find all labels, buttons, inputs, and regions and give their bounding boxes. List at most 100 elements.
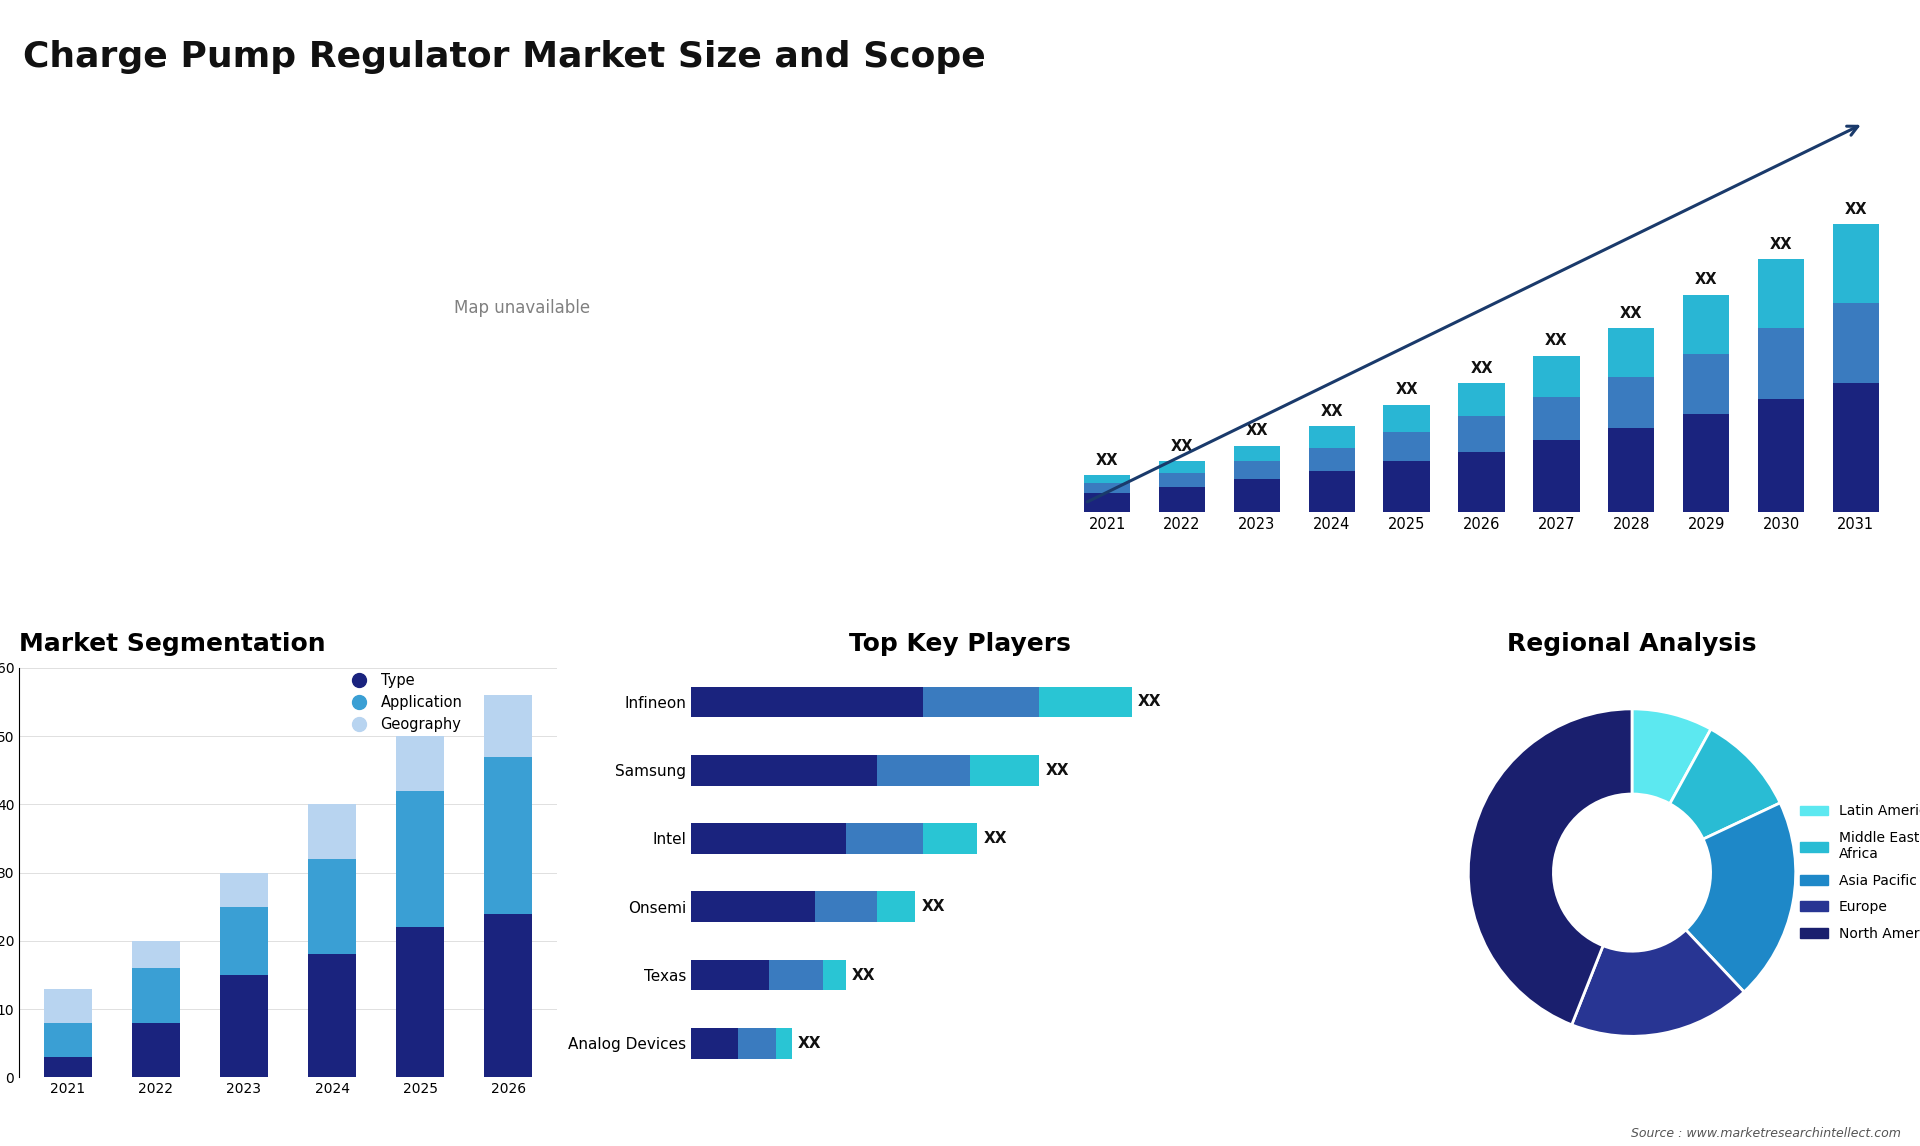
Bar	[1759, 259, 1805, 328]
Text: XX: XX	[1546, 333, 1567, 348]
Bar	[1834, 383, 1880, 512]
Title: Top Key Players: Top Key Players	[849, 633, 1071, 657]
Bar	[1160, 487, 1206, 512]
Text: XX: XX	[1845, 202, 1866, 217]
Bar	[1609, 328, 1655, 377]
Bar	[1160, 462, 1206, 473]
Bar	[1085, 493, 1131, 512]
Bar	[132, 1022, 180, 1077]
Bar	[1609, 377, 1655, 429]
Bar	[1085, 476, 1131, 482]
Bar	[776, 1028, 791, 1059]
Bar	[1684, 354, 1730, 415]
Bar	[1459, 383, 1505, 416]
Legend: Latin America, Middle East &
Africa, Asia Pacific, Europe, North America: Latin America, Middle East & Africa, Asi…	[1795, 799, 1920, 947]
Bar	[44, 1057, 92, 1077]
Wedge shape	[1469, 709, 1632, 1025]
Bar	[1384, 432, 1430, 462]
Text: XX: XX	[1139, 694, 1162, 709]
Bar	[691, 959, 768, 990]
Bar	[1309, 471, 1356, 512]
Circle shape	[1553, 794, 1711, 951]
Bar	[691, 755, 877, 785]
Bar	[1085, 482, 1131, 493]
Bar	[307, 860, 357, 955]
Text: XX: XX	[1620, 306, 1642, 321]
Text: Charge Pump Regulator Market Size and Scope: Charge Pump Regulator Market Size and Sc…	[23, 40, 985, 74]
Bar	[1309, 426, 1356, 448]
Bar	[737, 1028, 776, 1059]
Bar	[132, 968, 180, 1022]
Bar	[768, 959, 822, 990]
Legend: Type, Application, Geography: Type, Application, Geography	[338, 667, 468, 738]
Text: XX: XX	[1171, 439, 1194, 454]
Text: XX: XX	[1096, 453, 1119, 468]
Bar	[44, 1022, 92, 1057]
Text: XX: XX	[1246, 423, 1269, 439]
Bar	[219, 872, 269, 906]
Bar	[1534, 440, 1580, 512]
Bar	[877, 892, 916, 923]
Bar	[814, 892, 877, 923]
Text: XX: XX	[799, 1036, 822, 1051]
Bar	[691, 823, 847, 854]
Bar	[970, 755, 1039, 785]
Text: XX: XX	[1396, 383, 1419, 398]
Bar	[396, 736, 444, 791]
Text: XX: XX	[852, 967, 876, 982]
Bar	[219, 975, 269, 1077]
Bar	[691, 892, 814, 923]
Bar	[1384, 405, 1430, 432]
Bar	[1235, 462, 1281, 479]
Bar	[1459, 416, 1505, 452]
Bar	[1834, 303, 1880, 383]
Wedge shape	[1632, 709, 1711, 803]
Text: XX: XX	[922, 900, 945, 915]
Bar	[1609, 429, 1655, 512]
Bar	[1459, 452, 1505, 512]
Bar	[44, 989, 92, 1022]
Bar	[1684, 295, 1730, 354]
Text: XX: XX	[1695, 273, 1716, 288]
Bar	[1834, 225, 1880, 303]
Text: XX: XX	[1770, 237, 1791, 252]
Bar	[822, 959, 847, 990]
Bar	[1759, 399, 1805, 512]
Bar	[1309, 448, 1356, 471]
Text: XX: XX	[1044, 763, 1069, 778]
Text: Source : www.marketresearchintellect.com: Source : www.marketresearchintellect.com	[1630, 1128, 1901, 1140]
Bar	[1039, 686, 1133, 717]
Bar	[1534, 355, 1580, 397]
Bar	[924, 686, 1039, 717]
Bar	[484, 913, 532, 1077]
Text: XX: XX	[1321, 403, 1344, 418]
Bar	[396, 791, 444, 927]
Bar	[924, 823, 977, 854]
Bar	[484, 756, 532, 913]
Bar	[132, 941, 180, 968]
Bar	[484, 696, 532, 756]
Wedge shape	[1572, 929, 1743, 1036]
Bar	[877, 755, 970, 785]
Bar	[691, 1028, 737, 1059]
Bar	[219, 906, 269, 975]
Wedge shape	[1670, 729, 1780, 839]
Text: Map unavailable: Map unavailable	[455, 299, 589, 316]
Bar	[1235, 446, 1281, 462]
Bar	[1684, 415, 1730, 512]
Text: XX: XX	[983, 831, 1006, 846]
Bar	[307, 804, 357, 860]
Wedge shape	[1686, 803, 1795, 992]
Bar	[307, 955, 357, 1077]
Text: Market Segmentation: Market Segmentation	[19, 633, 326, 657]
Bar	[1534, 397, 1580, 440]
Bar	[1384, 462, 1430, 512]
Bar	[1759, 328, 1805, 399]
Title: Regional Analysis: Regional Analysis	[1507, 633, 1757, 657]
Bar	[691, 686, 924, 717]
Bar	[847, 823, 924, 854]
Text: XX: XX	[1471, 361, 1492, 376]
Bar	[1235, 479, 1281, 512]
Bar	[396, 927, 444, 1077]
Bar	[1160, 473, 1206, 487]
